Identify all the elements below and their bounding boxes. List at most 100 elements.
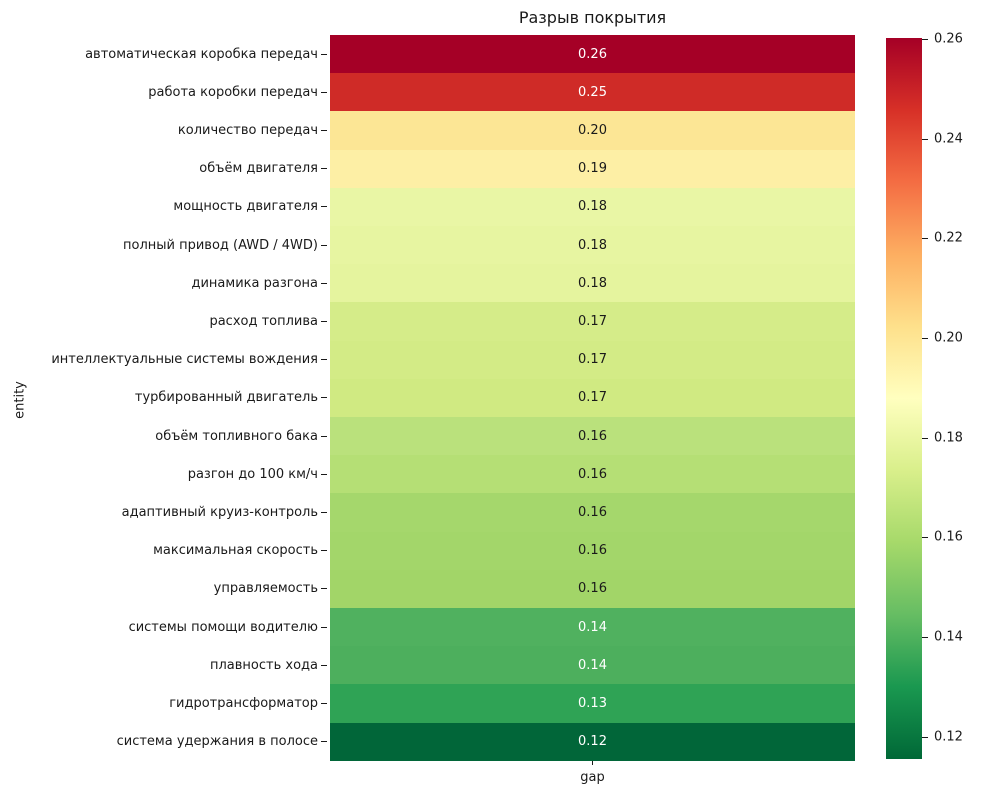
y-tick-zone bbox=[318, 493, 330, 531]
heatmap-cell: 0.19 bbox=[330, 149, 855, 188]
row-label: плавность хода bbox=[209, 657, 318, 673]
y-tick-zone bbox=[318, 417, 330, 455]
heatmap-row: количество передач 0.20 bbox=[0, 111, 855, 150]
heatmap-row: объём двигателя 0.19 bbox=[0, 149, 855, 188]
row-label: турбированный двигатель bbox=[134, 390, 318, 406]
row-label: расход топлива bbox=[209, 314, 318, 330]
colorbar-tick-mark bbox=[922, 636, 928, 638]
y-tick-zone bbox=[318, 341, 330, 379]
y-tick-mark bbox=[321, 550, 327, 552]
heatmap-cell: 0.16 bbox=[330, 455, 855, 494]
heatmap-rows: автоматическая коробка передач 0.26 рабо… bbox=[0, 35, 855, 761]
colorbar-tick-label: 0.24 bbox=[934, 131, 963, 147]
cell-value: 0.17 bbox=[578, 314, 607, 330]
heatmap-row: расход топлива 0.17 bbox=[0, 302, 855, 341]
heatmap-row: автоматическая коробка передач 0.26 bbox=[0, 35, 855, 74]
heatmap-row: управляемость 0.16 bbox=[0, 569, 855, 609]
y-tick-zone bbox=[318, 646, 330, 684]
y-tick-mark bbox=[321, 321, 327, 323]
y-tick-mark bbox=[321, 91, 327, 93]
row-label: система удержания в полосе bbox=[116, 734, 318, 750]
cell-value: 0.16 bbox=[578, 505, 607, 521]
y-tick-mark bbox=[321, 626, 327, 628]
heatmap-row: системы помощи водителю 0.14 bbox=[0, 608, 855, 647]
cell-value: 0.20 bbox=[578, 123, 607, 138]
cell-value: 0.18 bbox=[578, 237, 607, 253]
y-tick-mark bbox=[321, 53, 327, 55]
colorbar-tick-label: 0.14 bbox=[934, 629, 963, 645]
heatmap-row: турбированный двигатель 0.17 bbox=[0, 378, 855, 418]
y-tick-zone bbox=[318, 608, 330, 646]
heatmap-cell: 0.17 bbox=[330, 340, 855, 379]
row-label: максимальная скорость bbox=[153, 543, 318, 559]
row-label: количество передач bbox=[177, 123, 318, 138]
cell-value: 0.17 bbox=[578, 352, 607, 368]
heatmap-row: система удержания в полосе 0.12 bbox=[0, 722, 855, 761]
heatmap-row: мощность двигателя 0.18 bbox=[0, 187, 855, 227]
y-tick-mark bbox=[321, 244, 327, 246]
y-tick-mark bbox=[321, 359, 327, 361]
heatmap-cell: 0.13 bbox=[330, 684, 855, 723]
y-tick-mark bbox=[321, 741, 327, 743]
colorbar-tick-mark bbox=[922, 736, 928, 738]
y-tick-zone bbox=[318, 264, 330, 302]
y-tick-zone bbox=[318, 111, 330, 149]
cell-value: 0.17 bbox=[578, 390, 607, 406]
y-tick-mark bbox=[321, 664, 327, 666]
cell-value: 0.12 bbox=[578, 734, 607, 750]
y-tick-mark bbox=[321, 130, 327, 131]
row-label: системы помощи водителю bbox=[128, 619, 318, 635]
row-label: управляемость bbox=[213, 581, 318, 597]
heatmap-row: плавность хода 0.14 bbox=[0, 646, 855, 685]
y-tick-mark bbox=[321, 703, 327, 705]
heatmap-cell: 0.12 bbox=[330, 722, 855, 761]
y-tick-mark bbox=[321, 512, 327, 514]
row-label: работа коробки передач bbox=[148, 84, 318, 100]
y-tick-mark bbox=[321, 168, 327, 170]
cell-value: 0.14 bbox=[578, 657, 607, 673]
colorbar-tick-mark bbox=[922, 238, 928, 240]
heatmap-row: адаптивный круиз-контроль 0.16 bbox=[0, 493, 855, 532]
colorbar-tick-mark bbox=[922, 38, 928, 40]
cell-value: 0.26 bbox=[578, 46, 607, 62]
heatmap-cell: 0.16 bbox=[330, 531, 855, 570]
y-tick-mark bbox=[321, 282, 327, 284]
heatmap-cell: 0.16 bbox=[330, 417, 855, 456]
row-label: адаптивный круиз-контроль bbox=[121, 505, 318, 521]
y-tick-zone bbox=[318, 723, 330, 761]
cell-value: 0.19 bbox=[578, 161, 607, 177]
heatmap-cell: 0.16 bbox=[330, 493, 855, 532]
x-tick-mark bbox=[592, 761, 593, 765]
colorbar-tick-mark bbox=[922, 437, 928, 439]
colorbar-tick-mark bbox=[922, 337, 928, 339]
chart-title: Разрыв покрытия bbox=[518, 8, 667, 27]
row-label: разгон до 100 км/ч bbox=[187, 466, 318, 482]
y-tick-zone bbox=[318, 73, 330, 111]
colorbar-tick-label: 0.18 bbox=[934, 430, 963, 446]
y-tick-mark bbox=[321, 588, 327, 590]
y-tick-mark bbox=[321, 206, 327, 208]
cell-value: 0.18 bbox=[578, 199, 607, 215]
heatmap-cell: 0.25 bbox=[330, 73, 855, 112]
colorbar-tick-mark bbox=[922, 537, 928, 539]
y-tick-zone bbox=[318, 226, 330, 264]
heatmap-cell: 0.26 bbox=[330, 35, 855, 74]
colorbar-gradient bbox=[886, 38, 922, 759]
heatmap-row: работа коробки передач 0.25 bbox=[0, 73, 855, 112]
colorbar-tick-label: 0.12 bbox=[934, 729, 963, 745]
heatmap-row: интеллектуальные системы вождения 0.17 bbox=[0, 340, 855, 379]
cell-value: 0.16 bbox=[578, 428, 607, 444]
y-tick-zone bbox=[318, 570, 330, 608]
row-label: полный привод (AWD / 4WD) bbox=[122, 237, 318, 253]
cell-value: 0.18 bbox=[578, 275, 607, 291]
cell-value: 0.16 bbox=[578, 543, 607, 559]
heatmap-cell: 0.18 bbox=[330, 264, 855, 303]
row-label: автоматическая коробка передач bbox=[85, 46, 318, 62]
cell-value: 0.16 bbox=[578, 466, 607, 482]
colorbar-tick-label: 0.16 bbox=[934, 529, 963, 545]
heatmap-cell: 0.14 bbox=[330, 608, 855, 647]
y-tick-zone bbox=[318, 684, 330, 722]
heatmap-cell: 0.16 bbox=[330, 569, 855, 609]
cell-value: 0.14 bbox=[578, 619, 607, 635]
cell-value: 0.25 bbox=[578, 84, 607, 100]
